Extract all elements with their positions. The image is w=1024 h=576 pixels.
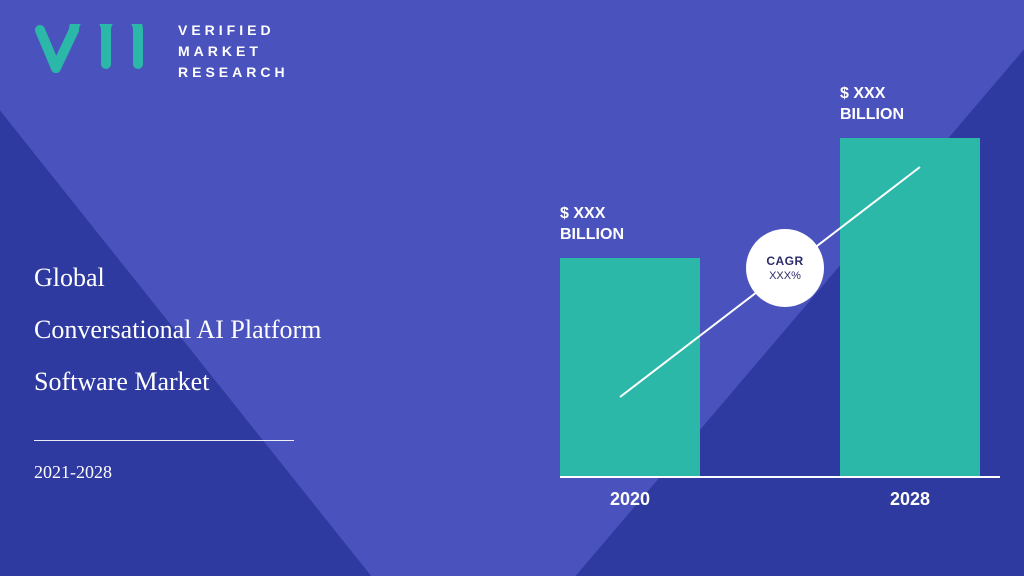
title-divider <box>34 440 294 441</box>
bar-2020 <box>560 258 700 478</box>
title-line3: Software Market <box>34 356 321 408</box>
brand-logo: VERIFIED MARKET RESEARCH <box>34 20 289 83</box>
bar-2028-value: $ XXX <box>840 85 885 102</box>
infographic-canvas: VERIFIED MARKET RESEARCH Global Conversa… <box>0 0 1024 576</box>
bar-2028-unit: BILLION <box>840 106 904 123</box>
xlabel-2020: 2020 <box>560 489 700 510</box>
cagr-value: XXX% <box>769 270 801 282</box>
brand-line2: MARKET <box>178 41 289 62</box>
title-line1: Global <box>34 252 321 304</box>
brand-line3: RESEARCH <box>178 62 289 83</box>
cagr-label: CAGR <box>766 254 803 268</box>
xlabel-2028: 2028 <box>840 489 980 510</box>
bar-chart: $ XXX BILLION $ XXX BILLION CAGR XXX% 20… <box>560 40 1000 520</box>
bar-2020-unit: BILLION <box>560 226 624 243</box>
bar-2028-value-label: $ XXX BILLION <box>840 83 904 126</box>
brand-name: VERIFIED MARKET RESEARCH <box>178 20 289 83</box>
cagr-badge: CAGR XXX% <box>746 229 824 307</box>
logo-mark-icon <box>34 24 164 80</box>
bar-2020-value-label: $ XXX BILLION <box>560 203 624 246</box>
bar-2028 <box>840 138 980 478</box>
title-block: Global Conversational AI Platform Softwa… <box>34 252 321 408</box>
title-line2: Conversational AI Platform <box>34 304 321 356</box>
forecast-period: 2021-2028 <box>34 462 112 483</box>
bar-2020-value: $ XXX <box>560 205 605 222</box>
brand-line1: VERIFIED <box>178 20 289 41</box>
chart-baseline <box>560 476 1000 478</box>
